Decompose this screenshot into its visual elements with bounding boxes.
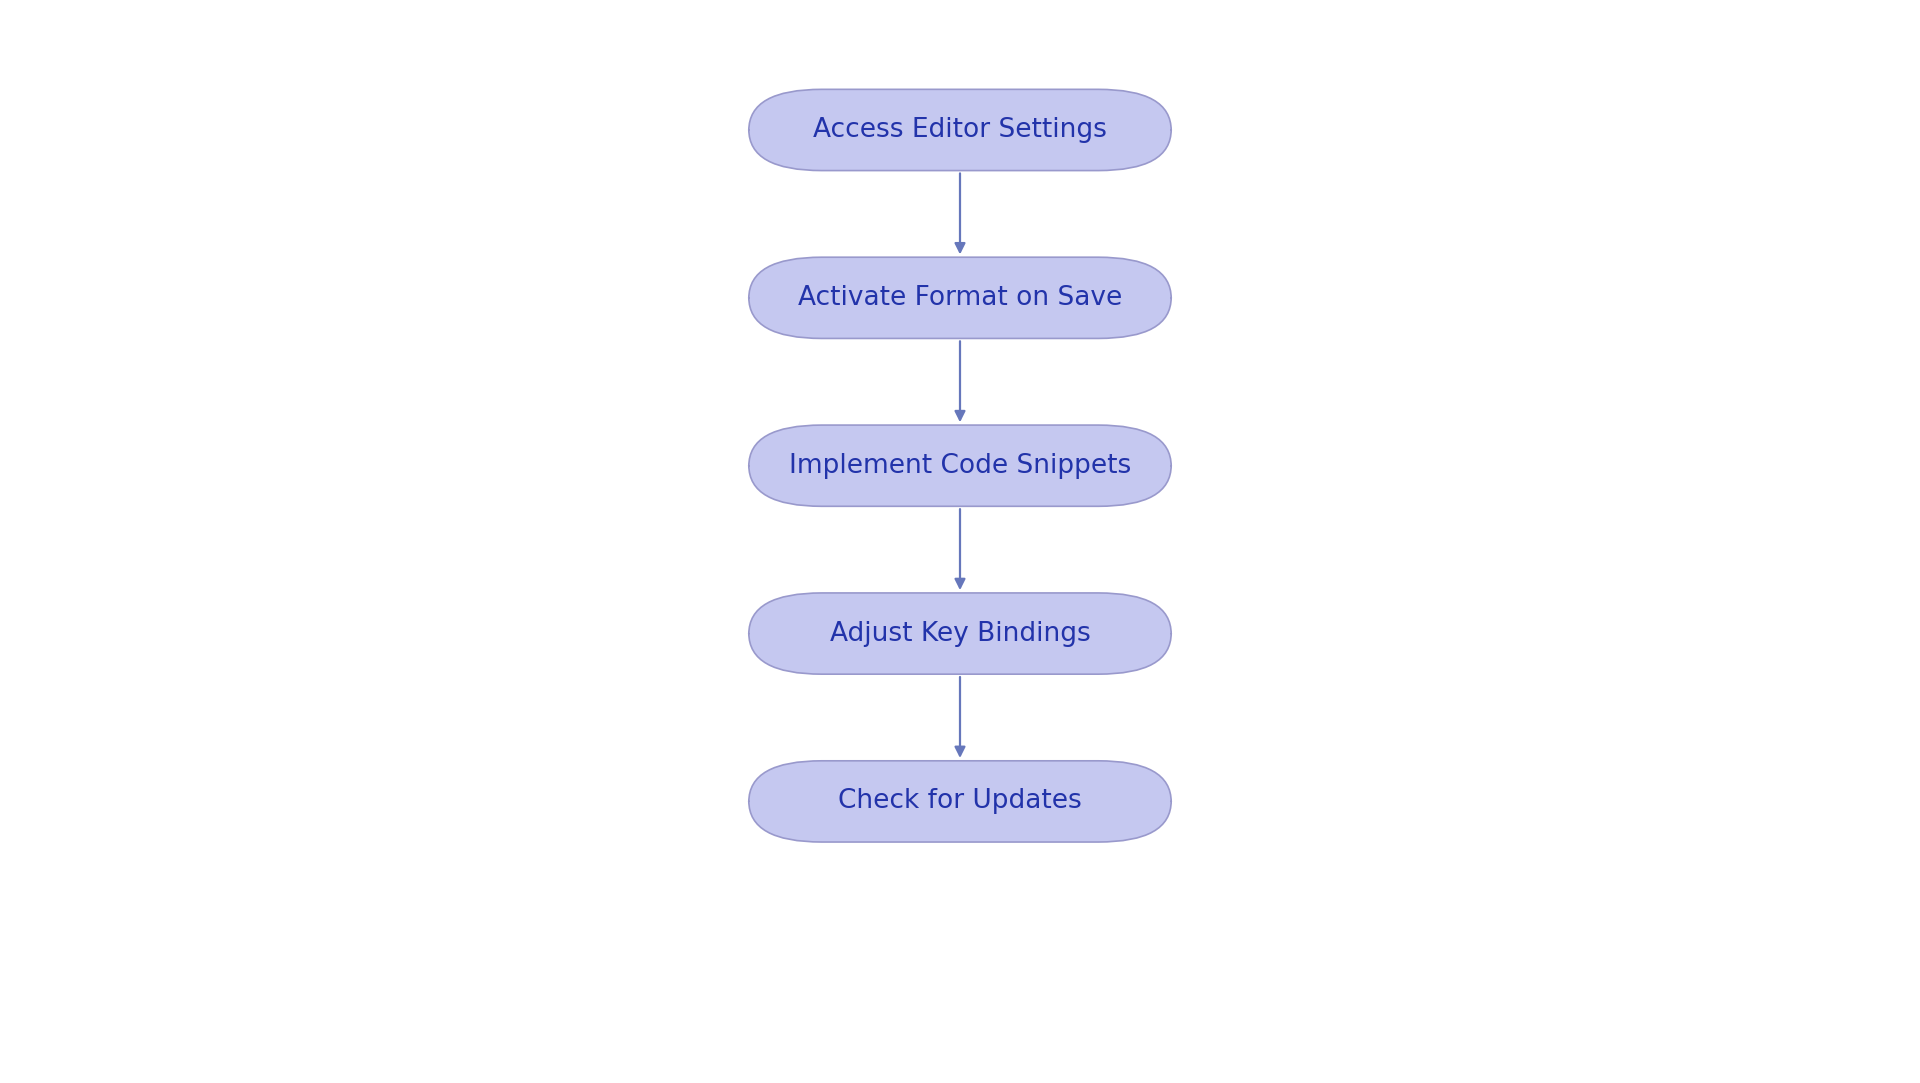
Text: Adjust Key Bindings: Adjust Key Bindings (829, 621, 1091, 647)
Text: Access Editor Settings: Access Editor Settings (812, 117, 1108, 143)
FancyBboxPatch shape (749, 425, 1171, 506)
FancyBboxPatch shape (749, 258, 1171, 338)
FancyBboxPatch shape (749, 760, 1171, 843)
FancyBboxPatch shape (749, 90, 1171, 170)
Text: Implement Code Snippets: Implement Code Snippets (789, 453, 1131, 479)
FancyBboxPatch shape (749, 593, 1171, 674)
Text: Activate Format on Save: Activate Format on Save (799, 285, 1121, 311)
Text: Check for Updates: Check for Updates (839, 788, 1081, 814)
